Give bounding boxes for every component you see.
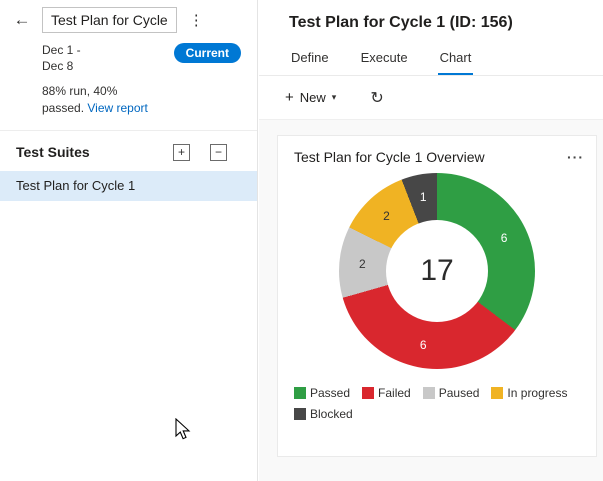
legend-item: In progress: [491, 386, 567, 400]
segment-value-label: 6: [500, 230, 508, 245]
donut-wrap: 17 6 6 2 2 1: [278, 173, 596, 369]
legend-label: Failed: [378, 386, 411, 400]
chart-card-header: Test Plan for Cycle 1 Overview ···: [278, 136, 596, 169]
back-button[interactable]: ←: [10, 7, 34, 33]
chart-content-area: Test Plan for Cycle 1 Overview ··· 17 6 6…: [259, 119, 603, 481]
chart-card: Test Plan for Cycle 1 Overview ··· 17 6 6…: [277, 135, 597, 457]
chart-toolbar: + New ▾ ↻: [259, 76, 603, 119]
legend-item: Paused: [422, 386, 480, 400]
legend-swatch: [362, 387, 375, 399]
legend-swatch: [294, 408, 306, 420]
tab-chart[interactable]: Chart: [437, 44, 474, 75]
chart-card-title: Test Plan for Cycle 1 Overview: [294, 149, 485, 165]
refresh-button[interactable]: ↻: [366, 86, 387, 110]
tab-define[interactable]: Define: [289, 44, 331, 75]
segment-value-label: 2: [383, 208, 390, 223]
expand-icon: +: [177, 145, 185, 160]
chart-legend: Passed Failed Paused In progress Blocked: [278, 369, 596, 421]
legend-swatch: [491, 387, 504, 399]
test-suites-heading: Test Suites: [16, 144, 90, 161]
suite-item-label: Test Plan for Cycle 1: [16, 178, 136, 194]
ellipsis-icon: ···: [567, 149, 584, 165]
plan-more-options-button[interactable]: ⋮: [184, 9, 209, 31]
donut-center: 17: [386, 220, 488, 322]
plan-header: ← Test Plan for Cycle ⋮: [0, 0, 257, 33]
legend-label: In progress: [507, 386, 568, 400]
refresh-icon: ↻: [370, 89, 384, 107]
legend-item: Passed: [294, 386, 350, 400]
plus-icon: +: [285, 89, 294, 106]
new-button[interactable]: + New ▾: [279, 85, 342, 110]
run-stats-text: 88% run, 40% passed.: [42, 84, 118, 116]
page-title: Test Plan for Cycle 1 (ID: 156): [289, 14, 513, 31]
legend-label: Paused: [438, 386, 480, 400]
date-range-line2: Dec 8: [42, 59, 74, 74]
tab-bar: Define Execute Chart: [259, 44, 603, 76]
legend-swatch: [294, 387, 306, 399]
left-panel: ← Test Plan for Cycle ⋮ Dec 1 - Dec 8 Cu…: [0, 0, 258, 481]
back-arrow-icon: ←: [13, 10, 31, 29]
card-more-options-button[interactable]: ···: [567, 149, 584, 165]
legend-item: Failed: [362, 386, 411, 400]
chevron-down-icon: ▾: [331, 92, 337, 102]
collapse-icon: −: [214, 145, 222, 160]
left-panel-divider: [0, 129, 257, 131]
new-button-label: New: [299, 90, 326, 105]
legend-label: Blocked: [310, 407, 353, 421]
legend-item: Blocked: [294, 407, 353, 421]
plan-meta-row: Dec 1 - Dec 8 Current: [42, 42, 241, 74]
collapse-all-button[interactable]: −: [210, 143, 227, 161]
segment-value-label: 2: [358, 257, 366, 272]
kebab-icon: ⋮: [188, 12, 204, 29]
run-stats: 88% run, 40% passed. View report: [42, 83, 156, 117]
plan-title-text: Test Plan for Cycle: [51, 12, 168, 28]
view-report-link[interactable]: View report: [87, 101, 148, 116]
date-range-line1: Dec 1 -: [42, 43, 81, 57]
suite-item[interactable]: Test Plan for Cycle 1: [0, 170, 257, 201]
donut-center-total: 17: [420, 254, 454, 287]
date-range: Dec 1 - Dec 8: [42, 42, 81, 74]
expand-all-button[interactable]: +: [173, 143, 190, 161]
segment-value-label: 1: [419, 190, 427, 205]
main-panel: Test Plan for Cycle 1 (ID: 156) Define E…: [259, 0, 603, 481]
segment-value-label: 6: [419, 337, 427, 352]
tab-execute[interactable]: Execute: [359, 44, 410, 75]
plan-title-field[interactable]: Test Plan for Cycle: [42, 7, 177, 33]
donut-chart[interactable]: 17 6 6 2 2 1: [339, 173, 535, 369]
legend-label: Passed: [310, 386, 351, 400]
legend-swatch: [422, 387, 435, 399]
test-suites-header: Test Suites + −: [0, 131, 257, 171]
current-badge: Current: [173, 43, 241, 63]
